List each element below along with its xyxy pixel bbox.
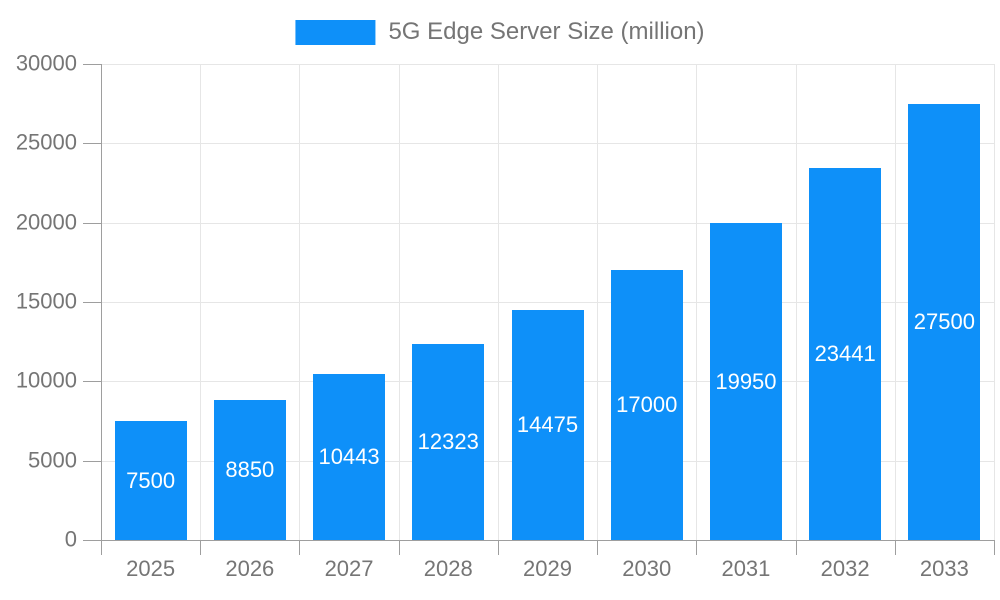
x-axis-tick-label: 2027: [324, 556, 374, 581]
y-axis-tick-label: 30000: [15, 50, 77, 76]
x-axis-tick: [299, 540, 301, 555]
x-axis-tick-label: 2026: [225, 556, 275, 581]
bar-value-label: 10443: [318, 444, 380, 470]
x-axis-tick: [894, 540, 896, 555]
y-axis-tick: [83, 143, 101, 145]
bar-2025[interactable]: [114, 421, 187, 540]
y-axis-tick-label: 10000: [15, 367, 77, 393]
x-axis-line: [101, 540, 994, 541]
grid-line-vertical: [795, 64, 797, 540]
x-axis-tick-label: 2028: [423, 556, 473, 581]
x-axis-tick-label: 2031: [721, 556, 771, 581]
y-axis-tick: [83, 64, 101, 65]
bar-value-label: 23441: [814, 341, 876, 367]
x-axis-tick-label: 2030: [622, 556, 672, 581]
bar-value-label: 19950: [715, 368, 777, 394]
y-axis-tick-label: 5000: [28, 447, 77, 473]
bar-2026[interactable]: [213, 399, 286, 540]
y-axis-tick-label: 25000: [15, 129, 77, 155]
bar-2028[interactable]: [412, 344, 485, 540]
x-axis-tick-label: 2033: [919, 556, 969, 581]
grid-line-vertical: [696, 64, 698, 540]
y-axis-tick-label: 15000: [15, 288, 77, 314]
grid-line-vertical: [299, 64, 301, 540]
y-axis-tick: [83, 381, 101, 383]
y-axis-tick-label: 0: [64, 526, 77, 552]
y-axis-line: [101, 64, 102, 555]
x-axis-tick: [398, 540, 400, 555]
legend-item[interactable]: 5G Edge Server Size (million): [295, 18, 705, 46]
bar-2031[interactable]: [709, 223, 782, 540]
bar-value-label: 7500: [126, 467, 176, 493]
bar-2030[interactable]: [610, 270, 683, 540]
x-axis-tick-label: 2025: [126, 556, 176, 581]
x-axis-tick: [696, 540, 698, 555]
x-axis-tick: [994, 540, 995, 555]
grid-line-vertical: [994, 64, 995, 540]
legend-label: 5G Edge Server Size (million): [388, 18, 705, 45]
y-axis-tick: [83, 302, 101, 303]
bar-2032[interactable]: [809, 168, 882, 540]
grid-line-vertical: [597, 64, 599, 540]
x-axis-tick-label: 2029: [523, 556, 572, 581]
grid-line-vertical: [398, 64, 400, 540]
grid-line-horizontal: [101, 143, 994, 145]
bar-value-label: 17000: [616, 392, 678, 418]
grid-line-horizontal: [101, 302, 994, 303]
grid-line-vertical: [200, 64, 202, 540]
y-axis-tick: [83, 222, 101, 224]
bar-2027[interactable]: [313, 374, 386, 540]
y-axis-tick: [83, 540, 101, 541]
bar-2029[interactable]: [511, 310, 584, 540]
bar-value-label: 14475: [516, 412, 579, 438]
grid-line-vertical: [894, 64, 896, 540]
legend-swatch: [295, 19, 376, 45]
x-axis-tick: [497, 540, 499, 555]
bar-value-label: 27500: [913, 308, 975, 334]
x-axis-tick: [597, 540, 599, 555]
bar-2033[interactable]: [908, 103, 981, 540]
y-axis-tick-label: 20000: [15, 209, 77, 235]
x-axis-tick-label: 2032: [820, 556, 870, 581]
bar-value-label: 8850: [225, 456, 275, 482]
grid-line-horizontal: [101, 222, 994, 224]
y-axis-tick: [83, 460, 101, 462]
grid-line-vertical: [497, 64, 499, 540]
x-axis-tick: [795, 540, 797, 555]
bar-value-label: 12323: [417, 429, 479, 455]
grid-line-horizontal: [101, 64, 994, 65]
x-axis-tick: [200, 540, 202, 555]
